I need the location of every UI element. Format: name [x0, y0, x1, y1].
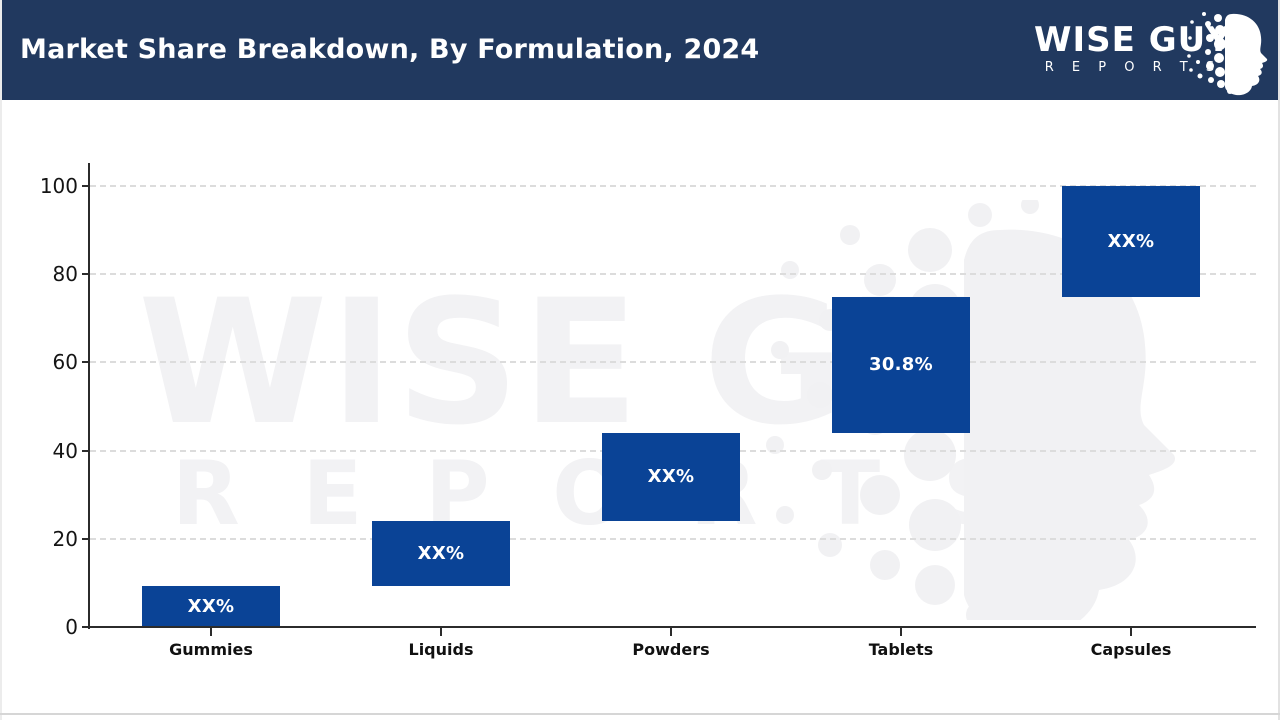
bar-value-label: XX% [417, 543, 465, 565]
y-tick-label: 0 [65, 615, 78, 639]
bottom-divider [0, 713, 1280, 715]
x-tick-mark [440, 628, 442, 636]
bar-powders: XX% [602, 432, 740, 522]
logo-text: WISE GUY R E P O R T S [1034, 22, 1232, 75]
x-tick-mark [670, 628, 672, 636]
gridline-y-80 [90, 273, 1256, 276]
bar-value-label: 30.8% [869, 354, 933, 376]
x-tick-mark [210, 628, 212, 636]
bar-tablets: 30.8% [832, 296, 970, 433]
y-tick-mark [82, 626, 90, 628]
y-tick-mark [82, 537, 90, 540]
x-axis-spine [88, 626, 1256, 628]
y-tick-mark [82, 273, 90, 276]
header-banner: Market Share Breakdown, By Formulation, … [0, 0, 1280, 100]
bar-gummies: XX% [142, 586, 280, 627]
x-tick-mark [900, 628, 902, 636]
bar-capsules: XX% [1062, 186, 1200, 297]
gridline-y-100 [90, 185, 1256, 187]
y-tick-label: 100 [39, 174, 78, 198]
y-tick-mark [82, 449, 90, 452]
y-tick-label: 40 [52, 438, 78, 463]
bar-value-label: XX% [647, 466, 695, 488]
category-label-liquids: Liquids [408, 640, 474, 659]
gridline-y-20 [90, 537, 1256, 540]
wise-guy-reports-logo: WISE GUY R E P O R T S [1016, 6, 1268, 96]
y-tick-mark [82, 185, 90, 187]
bar-value-label: XX% [1107, 230, 1155, 252]
y-axis-spine [88, 163, 90, 629]
y-tick-label: 80 [52, 262, 78, 287]
category-label-gummies: Gummies [169, 640, 253, 659]
dotted-head-icon [1187, 12, 1268, 96]
page-title: Market Share Breakdown, By Formulation, … [20, 34, 760, 65]
category-label-capsules: Capsules [1090, 640, 1172, 659]
gridline-y-60 [90, 361, 1256, 364]
bar-liquids: XX% [372, 521, 510, 587]
y-tick-label: 60 [52, 350, 78, 375]
logo-brand-text: WISE GUY [1034, 20, 1232, 60]
bar-value-label: XX% [187, 596, 235, 618]
category-label-tablets: Tablets [868, 640, 934, 659]
x-tick-mark [1130, 628, 1132, 636]
logo-sub-text: R E P O R T S [1044, 60, 1222, 75]
y-tick-label: 20 [52, 526, 78, 551]
y-tick-mark [82, 361, 90, 364]
category-label-powders: Powders [632, 640, 710, 659]
